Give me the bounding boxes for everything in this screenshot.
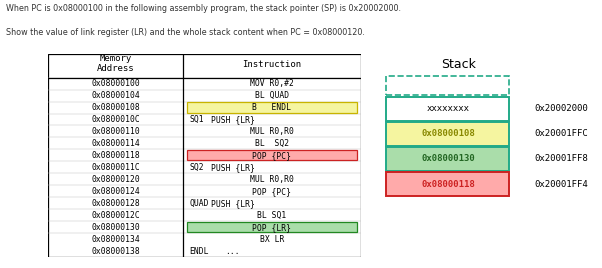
Bar [187, 102, 356, 113]
Text: PUSH {LR}: PUSH {LR} [211, 199, 255, 208]
Text: 0x20001FFC: 0x20001FFC [535, 129, 589, 138]
Text: PUSH {LR}: PUSH {LR} [211, 163, 255, 172]
Text: 0x08000128: 0x08000128 [91, 199, 140, 208]
Text: 0x08000124: 0x08000124 [91, 187, 140, 196]
Bar [187, 222, 356, 232]
Bar [386, 122, 509, 146]
Text: MUL R0,R0: MUL R0,R0 [250, 127, 294, 136]
Text: 0x0800011C: 0x0800011C [91, 163, 140, 172]
Text: MOV R0,#2: MOV R0,#2 [250, 79, 294, 88]
Text: BL QUAD: BL QUAD [255, 91, 289, 100]
Text: 0x0800010C: 0x0800010C [91, 115, 140, 124]
Bar [386, 147, 509, 171]
Text: 0x08000108: 0x08000108 [421, 129, 475, 138]
Text: 0x08000104: 0x08000104 [91, 91, 140, 100]
Text: When PC is 0x08000100 in the following assembly program, the stack pointer (SP) : When PC is 0x08000100 in the following a… [6, 4, 401, 13]
Bar [187, 150, 356, 161]
Text: 0x08000100: 0x08000100 [91, 79, 140, 88]
Text: Memory: Memory [99, 54, 132, 64]
Text: SQ1: SQ1 [189, 115, 203, 124]
Text: BX LR: BX LR [260, 235, 284, 244]
Text: QUAD: QUAD [189, 199, 208, 208]
Text: Address: Address [97, 64, 134, 73]
Text: 0x08000130: 0x08000130 [91, 223, 140, 232]
Text: POP {PC}: POP {PC} [252, 151, 291, 160]
Text: Stack: Stack [441, 58, 476, 71]
Text: 0x08000118: 0x08000118 [91, 151, 140, 160]
Text: 0x08000114: 0x08000114 [91, 139, 140, 148]
Text: 0x20001FF4: 0x20001FF4 [535, 180, 589, 189]
Text: SQ2: SQ2 [189, 163, 203, 172]
Text: 0x0800012C: 0x0800012C [91, 211, 140, 220]
Text: Instruction: Instruction [243, 60, 302, 69]
Text: 0x08000110: 0x08000110 [91, 127, 140, 136]
Text: POP {PC}: POP {PC} [252, 187, 291, 196]
Text: xxxxxxxx: xxxxxxxx [426, 104, 470, 113]
Text: ENDL: ENDL [189, 247, 208, 256]
Text: 0x20001FF8: 0x20001FF8 [535, 154, 589, 163]
Text: POP {LR}: POP {LR} [252, 223, 291, 232]
Bar [386, 97, 509, 121]
Text: 0x08000120: 0x08000120 [91, 175, 140, 184]
Text: MUL R0,R0: MUL R0,R0 [250, 175, 294, 184]
Bar [386, 76, 509, 95]
Text: BL SQ1: BL SQ1 [258, 211, 287, 220]
Text: 0x08000134: 0x08000134 [91, 235, 140, 244]
Text: 0x08000118: 0x08000118 [421, 180, 475, 189]
Bar [386, 172, 509, 196]
Text: Show the value of link register (LR) and the whole stack content when PC = 0x080: Show the value of link register (LR) and… [6, 28, 365, 37]
Text: PUSH {LR}: PUSH {LR} [211, 115, 255, 124]
Text: 0x08000138: 0x08000138 [91, 247, 140, 256]
Text: 0x08000108: 0x08000108 [91, 103, 140, 112]
Text: ...: ... [226, 247, 240, 256]
Text: B   ENDL: B ENDL [252, 103, 291, 112]
Text: 0x08000130: 0x08000130 [421, 154, 475, 163]
Text: BL  SQ2: BL SQ2 [255, 139, 289, 148]
Text: 0x20002000: 0x20002000 [535, 104, 589, 113]
